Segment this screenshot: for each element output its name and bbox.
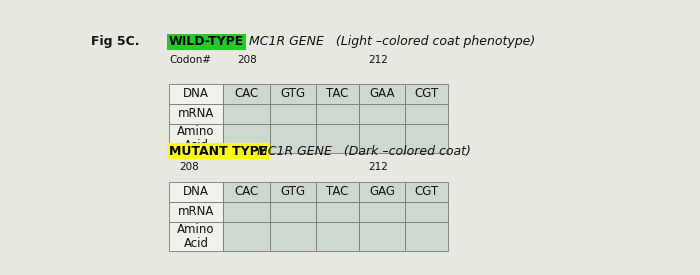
Bar bbox=[169, 124, 223, 153]
Text: 208: 208 bbox=[237, 54, 257, 65]
Text: 212: 212 bbox=[368, 54, 388, 65]
Bar bbox=[316, 182, 358, 202]
Text: MUTANT TYPE: MUTANT TYPE bbox=[169, 145, 267, 158]
Text: MC1R GENE   (Dark –colored coat): MC1R GENE (Dark –colored coat) bbox=[253, 145, 470, 158]
Text: WILD-TYPE: WILD-TYPE bbox=[169, 35, 244, 48]
Text: CAC: CAC bbox=[234, 87, 258, 100]
Bar bbox=[270, 222, 316, 251]
Text: GAA: GAA bbox=[370, 87, 395, 100]
Text: TAC: TAC bbox=[326, 87, 349, 100]
Text: MC1R GENE   (Light –colored coat phenotype): MC1R GENE (Light –colored coat phenotype… bbox=[245, 35, 535, 48]
Text: DNA: DNA bbox=[183, 87, 209, 100]
Bar bbox=[223, 222, 270, 251]
Bar bbox=[223, 124, 270, 153]
Text: 212: 212 bbox=[368, 162, 388, 172]
Bar bbox=[405, 124, 448, 153]
Bar bbox=[169, 84, 223, 104]
Text: Amino
Acid: Amino Acid bbox=[177, 125, 215, 152]
Bar bbox=[316, 84, 358, 104]
Bar bbox=[270, 104, 316, 124]
Text: 208: 208 bbox=[180, 162, 200, 172]
Bar bbox=[358, 84, 405, 104]
Bar bbox=[358, 104, 405, 124]
Bar bbox=[405, 182, 448, 202]
Bar bbox=[169, 222, 223, 251]
Bar bbox=[223, 84, 270, 104]
Text: GTG: GTG bbox=[280, 87, 305, 100]
Text: Codon#: Codon# bbox=[169, 54, 211, 65]
Bar bbox=[223, 104, 270, 124]
Bar bbox=[270, 182, 316, 202]
Text: mRNA: mRNA bbox=[178, 107, 214, 120]
Text: CAC: CAC bbox=[234, 185, 258, 198]
Bar bbox=[358, 182, 405, 202]
Bar bbox=[169, 104, 223, 124]
Bar bbox=[316, 104, 358, 124]
Bar bbox=[270, 84, 316, 104]
Bar bbox=[270, 202, 316, 222]
Text: GTG: GTG bbox=[280, 185, 305, 198]
Bar bbox=[316, 202, 358, 222]
Bar bbox=[270, 124, 316, 153]
Bar bbox=[223, 182, 270, 202]
Bar bbox=[405, 84, 448, 104]
Bar bbox=[223, 202, 270, 222]
Text: Fig 5C.: Fig 5C. bbox=[92, 35, 140, 48]
Text: GAG: GAG bbox=[369, 185, 395, 198]
Bar bbox=[316, 222, 358, 251]
Bar bbox=[358, 124, 405, 153]
Bar bbox=[169, 182, 223, 202]
Text: mRNA: mRNA bbox=[178, 205, 214, 218]
Bar bbox=[358, 202, 405, 222]
Bar bbox=[169, 202, 223, 222]
Text: CGT: CGT bbox=[414, 185, 439, 198]
Bar bbox=[405, 222, 448, 251]
Text: DNA: DNA bbox=[183, 185, 209, 198]
Bar bbox=[405, 202, 448, 222]
Text: TAC: TAC bbox=[326, 185, 349, 198]
Bar bbox=[316, 124, 358, 153]
Bar bbox=[358, 222, 405, 251]
Text: CGT: CGT bbox=[414, 87, 439, 100]
Text: Amino
Acid: Amino Acid bbox=[177, 223, 215, 250]
Bar bbox=[405, 104, 448, 124]
